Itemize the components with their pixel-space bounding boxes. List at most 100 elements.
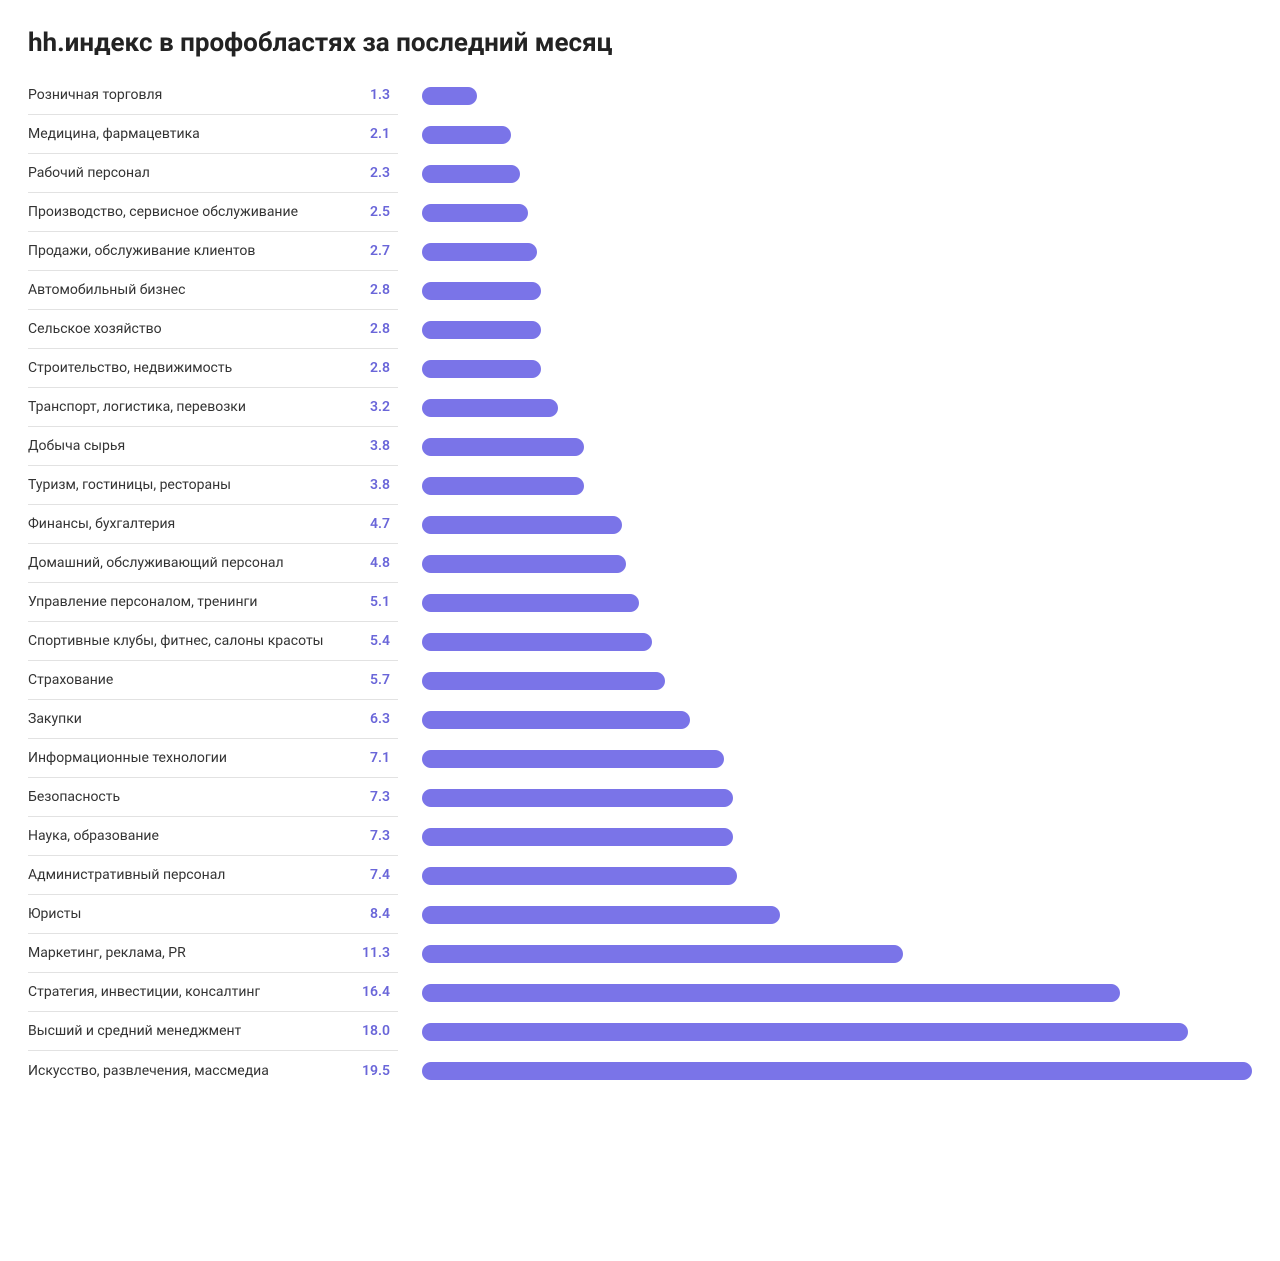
category-label: Финансы, бухгалтерия — [28, 516, 175, 532]
label-column: Продажи, обслуживание клиентов2.7 — [28, 232, 398, 271]
label-column: Розничная торговля1.3 — [28, 76, 398, 115]
value-label: 5.7 — [370, 672, 390, 688]
bar — [422, 750, 724, 768]
value-label: 19.5 — [362, 1063, 390, 1079]
bar — [422, 321, 541, 339]
label-column: Добыча сырья3.8 — [28, 427, 398, 466]
value-label: 2.8 — [370, 321, 390, 337]
chart-row: Информационные технологии7.1 — [28, 739, 1252, 778]
chart-row: Транспорт, логистика, перевозки 3.2 — [28, 388, 1252, 427]
chart-row: Маркетинг, реклама, PR 11.3 — [28, 934, 1252, 973]
bar — [422, 828, 733, 846]
value-label: 11.3 — [362, 945, 390, 961]
category-label: Медицина, фармацевтика — [28, 126, 200, 142]
label-column: Финансы, бухгалтерия 4.7 — [28, 505, 398, 544]
label-column: Информационные технологии7.1 — [28, 739, 398, 778]
label-column: Страхование5.7 — [28, 661, 398, 700]
bar — [422, 633, 652, 651]
category-label: Управление персоналом, тренинги — [28, 594, 258, 610]
value-label: 3.8 — [370, 438, 390, 454]
category-label: Юристы — [28, 906, 81, 922]
bar-column — [398, 193, 1252, 232]
value-label: 7.3 — [370, 828, 390, 844]
bar — [422, 1062, 1252, 1080]
label-column: Транспорт, логистика, перевозки 3.2 — [28, 388, 398, 427]
chart-row: Производство, сервисное обслуживание 2.5 — [28, 193, 1252, 232]
label-column: Закупки6.3 — [28, 700, 398, 739]
bar-column — [398, 778, 1252, 817]
value-label: 3.2 — [370, 399, 390, 415]
category-label: Высший и средний менеджмент — [28, 1023, 241, 1039]
bar — [422, 165, 520, 183]
bar — [422, 984, 1120, 1002]
value-label: 18.0 — [362, 1023, 390, 1039]
bar-column — [398, 76, 1252, 115]
chart-row: Строительство, недвижимость2.8 — [28, 349, 1252, 388]
value-label: 4.8 — [370, 555, 390, 571]
bar — [422, 477, 584, 495]
category-label: Туризм, гостиницы, рестораны — [28, 477, 231, 493]
bar — [422, 906, 780, 924]
chart-row: Стратегия, инвестиции, консалтинг 16.4 — [28, 973, 1252, 1012]
bar-column — [398, 1051, 1252, 1090]
label-column: Домашний, обслуживающий персонал 4.8 — [28, 544, 398, 583]
bar — [422, 282, 541, 300]
bar-column — [398, 622, 1252, 661]
category-label: Безопасность — [28, 789, 120, 805]
bar — [422, 594, 639, 612]
value-label: 1.3 — [370, 87, 390, 103]
label-column: Сельское хозяйство2.8 — [28, 310, 398, 349]
category-label: Транспорт, логистика, перевозки — [28, 399, 246, 415]
bar — [422, 438, 584, 456]
value-label: 2.8 — [370, 360, 390, 376]
bar-column — [398, 232, 1252, 271]
bar — [422, 87, 477, 105]
value-label: 4.7 — [370, 516, 390, 532]
chart-row: Искусство, развлечения, массмедиа 19.5 — [28, 1051, 1252, 1090]
category-label: Домашний, обслуживающий персонал — [28, 555, 284, 571]
bar — [422, 555, 626, 573]
bar-column — [398, 271, 1252, 310]
bar-column — [398, 895, 1252, 934]
category-label: Производство, сервисное обслуживание — [28, 204, 298, 220]
label-column: Спортивные клубы, фитнес, салоны красоты… — [28, 622, 398, 661]
category-label: Маркетинг, реклама, PR — [28, 945, 186, 961]
value-label: 16.4 — [362, 984, 390, 1000]
chart-row: Автомобильный бизнес2.8 — [28, 271, 1252, 310]
chart-row: Медицина, фармацевтика2.1 — [28, 115, 1252, 154]
chart-row: Домашний, обслуживающий персонал 4.8 — [28, 544, 1252, 583]
bar — [422, 672, 665, 690]
bar — [422, 711, 690, 729]
label-column: Юристы 8.4 — [28, 895, 398, 934]
label-column: Рабочий персонал 2.3 — [28, 154, 398, 193]
chart-row: Наука, образование7.3 — [28, 817, 1252, 856]
value-label: 3.8 — [370, 477, 390, 493]
value-label: 2.8 — [370, 282, 390, 298]
bar-column — [398, 544, 1252, 583]
bar — [422, 399, 558, 417]
value-label: 2.5 — [370, 204, 390, 220]
bar-chart: Розничная торговля1.3Медицина, фармацевт… — [28, 76, 1252, 1090]
chart-row: Продажи, обслуживание клиентов2.7 — [28, 232, 1252, 271]
bar-column — [398, 505, 1252, 544]
label-column: Туризм, гостиницы, рестораны 3.8 — [28, 466, 398, 505]
category-label: Искусство, развлечения, массмедиа — [28, 1063, 269, 1079]
bar-column — [398, 973, 1252, 1012]
chart-row: Рабочий персонал 2.3 — [28, 154, 1252, 193]
bar-column — [398, 661, 1252, 700]
chart-row: Управление персоналом, тренинги5.1 — [28, 583, 1252, 622]
bar-column — [398, 1012, 1252, 1051]
value-label: 8.4 — [370, 906, 390, 922]
bar-column — [398, 700, 1252, 739]
value-label: 7.3 — [370, 789, 390, 805]
bar-column — [398, 349, 1252, 388]
category-label: Рабочий персонал — [28, 165, 150, 181]
category-label: Стратегия, инвестиции, консалтинг — [28, 984, 260, 1000]
value-label: 2.3 — [370, 165, 390, 181]
bar-column — [398, 388, 1252, 427]
bar — [422, 516, 622, 534]
label-column: Автомобильный бизнес2.8 — [28, 271, 398, 310]
value-label: 7.4 — [370, 867, 390, 883]
label-column: Управление персоналом, тренинги5.1 — [28, 583, 398, 622]
bar — [422, 243, 537, 261]
